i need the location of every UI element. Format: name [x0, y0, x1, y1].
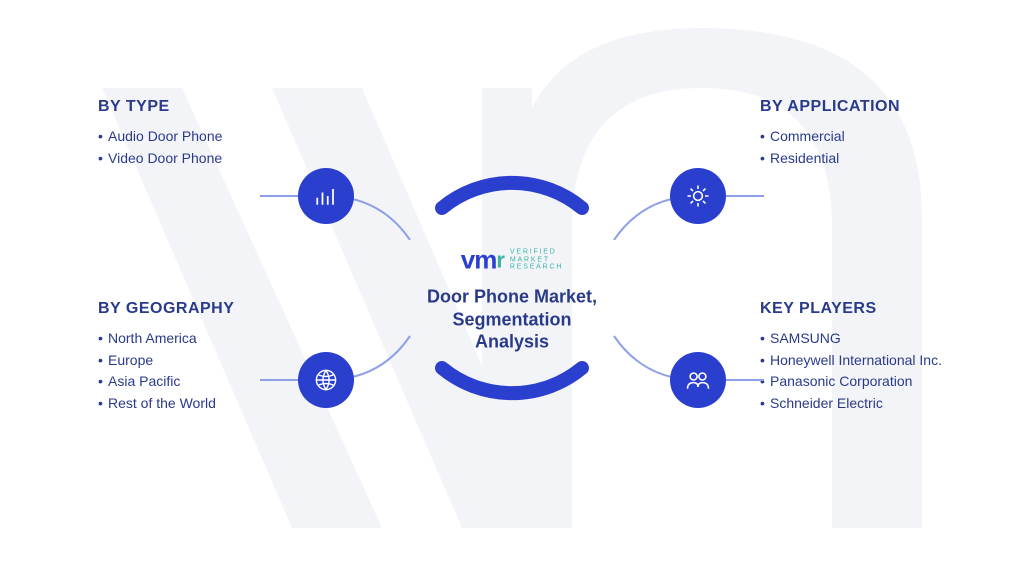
brand-sub-2: MARKET — [510, 256, 563, 264]
list-item: Panasonic Corporation — [760, 371, 980, 393]
list-item: Rest of the World — [98, 393, 234, 415]
brand: vm r VERIFIED MARKET RESEARCH — [422, 245, 602, 276]
brand-sub-3: RESEARCH — [510, 264, 563, 272]
center-title: Door Phone Market, Segmentation Analysis — [422, 286, 602, 354]
segment-application: BY APPLICATION Commercial Residential — [760, 98, 900, 169]
segment-players-list: SAMSUNG Honeywell International Inc. Pan… — [760, 328, 980, 415]
brand-subtitle: VERIFIED MARKET RESEARCH — [510, 249, 563, 272]
people-icon — [670, 352, 726, 408]
brand-logo-accent: r — [496, 247, 504, 273]
list-item: Video Door Phone — [98, 148, 222, 170]
segment-geography-heading: BY GEOGRAPHY — [98, 300, 234, 318]
segment-application-list: Commercial Residential — [760, 126, 900, 169]
list-item: Commercial — [760, 126, 900, 148]
list-item: Residential — [760, 148, 900, 170]
segment-players: KEY PLAYERS SAMSUNG Honeywell Internatio… — [760, 300, 980, 415]
center-hub: vm r VERIFIED MARKET RESEARCH Door Phone… — [382, 158, 642, 418]
segment-geography: BY GEOGRAPHY North America Europe Asia P… — [98, 300, 234, 415]
list-item: SAMSUNG — [760, 328, 980, 350]
globe-icon — [298, 352, 354, 408]
segment-geography-list: North America Europe Asia Pacific Rest o… — [98, 328, 234, 415]
segment-type-heading: BY TYPE — [98, 98, 222, 116]
list-item: Honeywell International Inc. — [760, 350, 980, 372]
brand-logo: vm — [461, 245, 497, 276]
list-item: Europe — [98, 350, 234, 372]
segment-type: BY TYPE Audio Door Phone Video Door Phon… — [98, 98, 222, 169]
gear-icon — [670, 168, 726, 224]
list-item: Schneider Electric — [760, 393, 980, 415]
bar-chart-icon — [298, 168, 354, 224]
list-item: Asia Pacific — [98, 371, 234, 393]
segment-type-list: Audio Door Phone Video Door Phone — [98, 126, 222, 169]
list-item: North America — [98, 328, 234, 350]
list-item: Audio Door Phone — [98, 126, 222, 148]
segment-players-heading: KEY PLAYERS — [760, 300, 980, 318]
segment-application-heading: BY APPLICATION — [760, 98, 900, 116]
brand-sub-1: VERIFIED — [510, 249, 563, 257]
